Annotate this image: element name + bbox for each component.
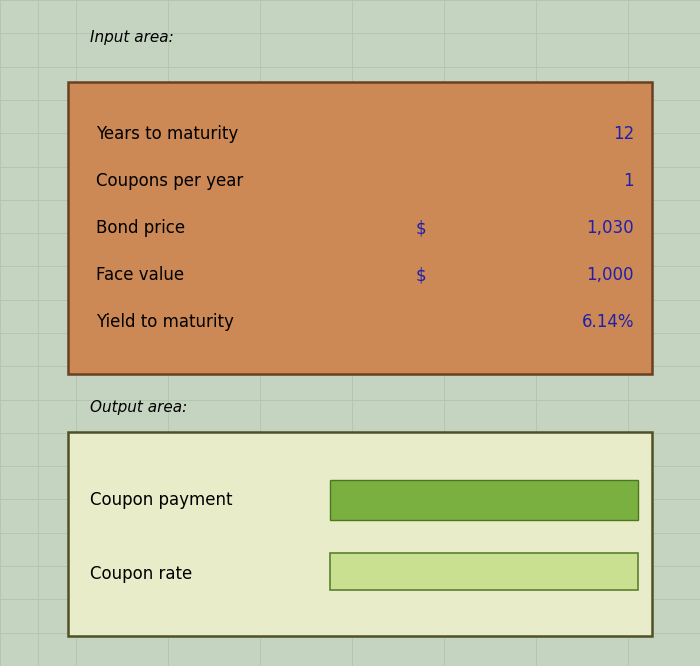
Text: Years to maturity: Years to maturity [96,125,238,143]
Text: Coupon rate: Coupon rate [90,565,192,583]
Text: 1,030: 1,030 [587,219,634,237]
Text: 6.14%: 6.14% [582,314,634,332]
Text: $: $ [416,266,426,284]
Text: Coupon payment: Coupon payment [90,491,232,509]
Text: Input area:: Input area: [90,30,174,45]
Text: Coupons per year: Coupons per year [96,172,244,190]
Text: Output area:: Output area: [90,400,188,415]
Text: Face value: Face value [96,266,184,284]
Bar [330,553,638,590]
Text: $: $ [416,219,426,237]
Bar [330,480,638,520]
Text: 12: 12 [612,125,634,143]
Bar [68,82,652,374]
Text: 1: 1 [624,172,634,190]
Bar [68,432,652,636]
Text: Yield to maturity: Yield to maturity [96,314,234,332]
Text: 1,000: 1,000 [587,266,634,284]
Text: Bond price: Bond price [96,219,185,237]
